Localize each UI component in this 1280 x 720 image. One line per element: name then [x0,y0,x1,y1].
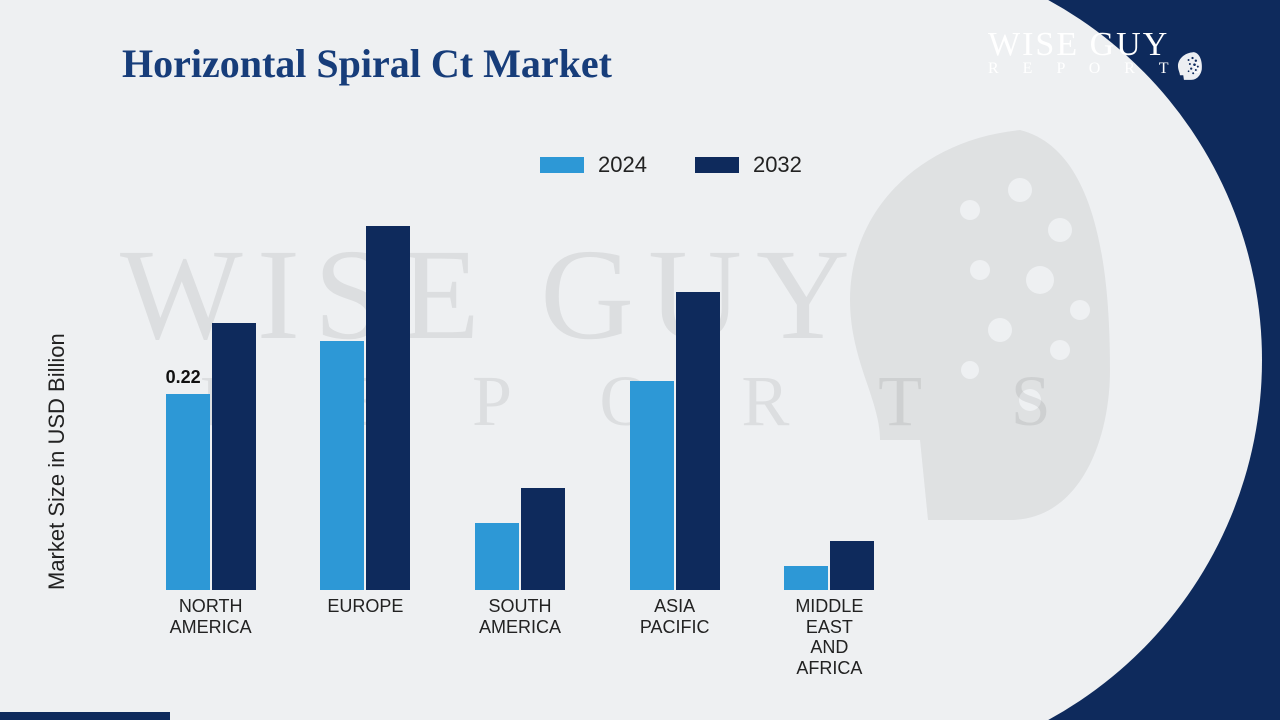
chart-title: Horizontal Spiral Ct Market [122,40,612,87]
bar [320,341,364,590]
brand-logo: WISE GUY R E P O R T S [988,26,1248,78]
x-axis-label: EUROPE [290,596,440,617]
bar [521,488,565,590]
bar-group [311,226,419,590]
y-axis-label: Market Size in USD Billion [44,333,70,590]
bar [366,226,410,590]
bar [212,323,256,590]
chart-canvas: WISE GUY R E P O R T S Horizontal Spiral… [0,0,1280,720]
bar [166,394,210,590]
x-axis-label: NORTHAMERICA [136,596,286,637]
bar-group [775,541,883,590]
bar [475,523,519,590]
legend-swatch-2032 [695,157,739,173]
footer-accent-bar [0,712,170,720]
legend: 2024 2032 [540,152,802,178]
x-axis-label: MIDDLEEASTANDAFRICA [754,596,904,679]
bar-value-label: 0.22 [166,367,201,388]
bar [784,566,828,590]
brand-head-icon [1174,16,1260,112]
bar [676,292,720,590]
legend-swatch-2024 [540,157,584,173]
legend-item: 2024 [540,152,647,178]
legend-item: 2032 [695,152,802,178]
legend-label: 2024 [598,152,647,178]
x-axis-label: ASIAPACIFIC [600,596,750,637]
legend-label: 2032 [753,152,802,178]
x-axis-label: SOUTHAMERICA [445,596,595,637]
bar [830,541,874,590]
bar [630,381,674,590]
bar-group [157,323,265,590]
plot-area: 0.22 [110,190,930,590]
bar-group [466,488,574,590]
bar-group [621,292,729,590]
